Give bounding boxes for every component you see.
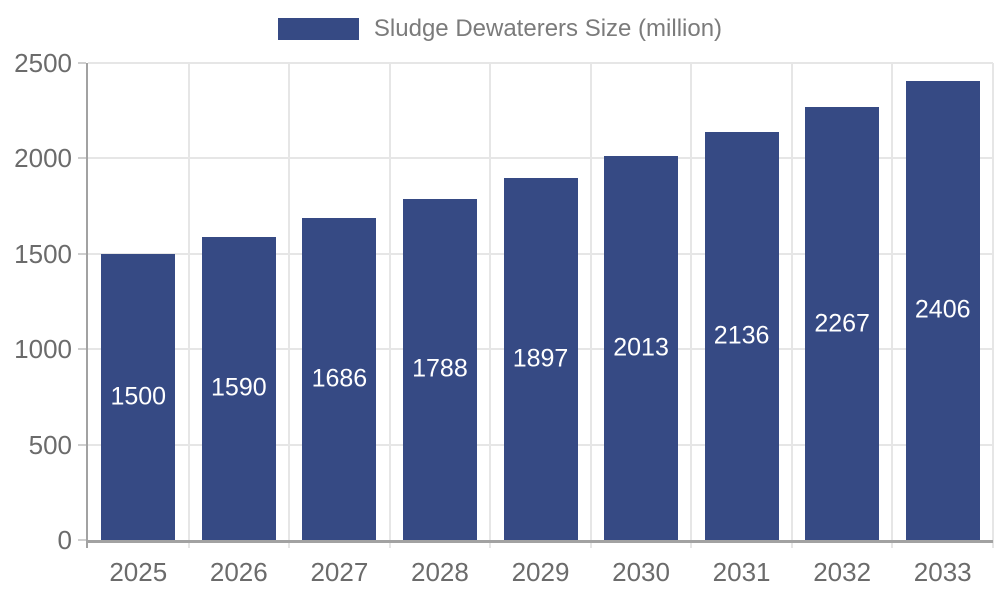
bar-value-label: 2136	[713, 321, 770, 350]
bar-2025: 1500	[101, 253, 176, 540]
x-tick-label: 2025	[109, 557, 168, 587]
y-tick-label: 1000	[14, 334, 72, 365]
gridline-h	[88, 62, 993, 64]
bar-2026: 1590	[201, 236, 276, 540]
bar-2027: 1686	[302, 218, 377, 540]
bar-2029: 1897	[503, 178, 578, 540]
bar-2031: 2136	[704, 132, 779, 540]
y-tick-label: 2000	[14, 143, 72, 174]
x-tick-label: 2029	[511, 557, 570, 587]
x-tick-label: 2027	[310, 557, 369, 587]
legend-swatch	[277, 18, 359, 40]
legend[interactable]: Sludge Dewaterers Size (million)	[0, 14, 1000, 44]
y-tick-mark	[78, 348, 86, 351]
y-tick-label: 0	[57, 525, 72, 555]
y-tick-mark	[78, 62, 86, 64]
bar-value-label: 2406	[914, 295, 971, 324]
bar-value-label: 1500	[110, 382, 167, 411]
bar-2033: 2406	[905, 80, 980, 540]
gridline-v	[187, 63, 190, 548]
bar-2030: 2013	[604, 155, 679, 540]
bar-value-label: 1788	[412, 354, 468, 383]
y-tick-label: 500	[28, 429, 72, 460]
legend-label: Sludge Dewaterers Size (million)	[373, 15, 723, 42]
gridline-h	[88, 157, 993, 160]
y-tick-mark	[78, 157, 86, 160]
gridline-v	[288, 63, 291, 548]
x-tick-label: 2031	[712, 557, 771, 587]
y-tick-mark	[78, 443, 86, 446]
gridline-v	[388, 63, 391, 548]
bar-value-label: 1590	[211, 373, 267, 402]
bar-value-label: 2013	[613, 333, 669, 362]
x-tick-label: 2028	[411, 557, 469, 587]
x-axis-line	[86, 540, 993, 543]
x-tick-label: 2026	[209, 557, 268, 587]
bar-2032: 2267	[805, 107, 880, 540]
gridline-v	[992, 63, 994, 548]
x-tick-label: 2032	[813, 557, 872, 587]
gridline-v	[489, 63, 492, 548]
y-tick-mark	[78, 252, 86, 255]
plot-area: 1500 1590 1686 1788 1897 2013 2136 2267 2406	[78, 62, 994, 548]
gridline-v	[790, 63, 793, 548]
x-tick-label: 2030	[612, 557, 670, 587]
y-tick-mark	[78, 539, 86, 541]
y-axis-line	[86, 63, 88, 548]
gridline-v	[589, 63, 592, 548]
gridline-v	[891, 63, 894, 548]
gridline-v	[690, 63, 693, 548]
bar-2028: 1788	[402, 198, 477, 540]
y-tick-label: 1500	[14, 238, 72, 269]
bar-value-label: 1897	[512, 344, 569, 373]
x-tick-label: 2033	[913, 557, 972, 587]
bar-value-label: 2267	[814, 309, 870, 338]
y-tick-label: 2500	[14, 48, 72, 78]
bar-value-label: 1686	[311, 364, 368, 393]
